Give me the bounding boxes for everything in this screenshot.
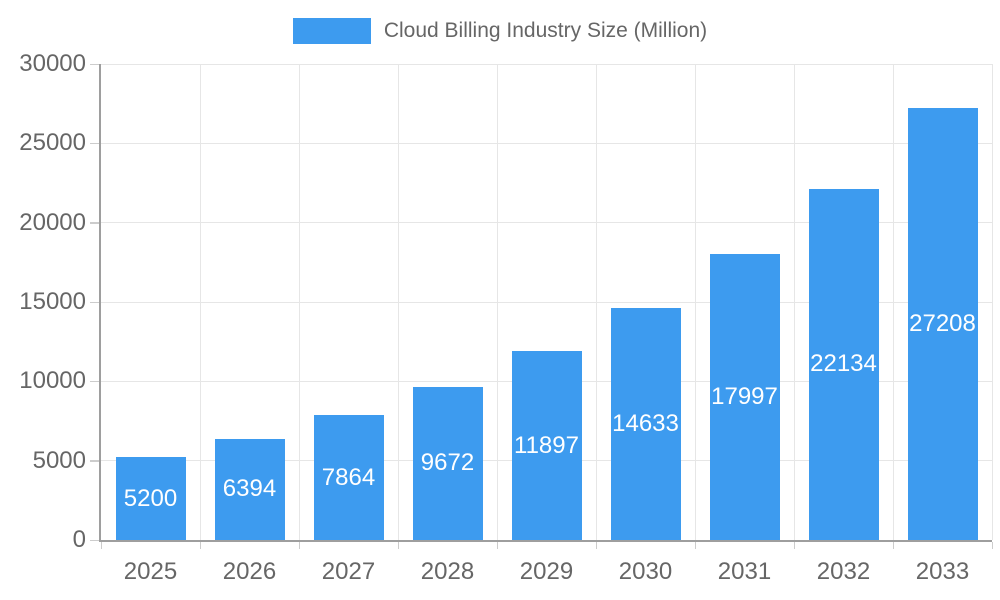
- x-tick-label: 2028: [420, 558, 475, 585]
- bar[interactable]: 9672: [412, 386, 483, 540]
- x-tick: [100, 542, 102, 549]
- y-tick: [90, 142, 99, 145]
- bar[interactable]: 17997: [709, 254, 780, 540]
- y-tick-label: 20000: [19, 208, 86, 236]
- y-gridline: [101, 142, 992, 144]
- y-axis-line: [99, 64, 101, 540]
- bar[interactable]: 6394: [214, 438, 285, 540]
- bar-value-label: 17997: [711, 383, 778, 411]
- x-tick-label: 2026: [222, 558, 277, 585]
- y-tick-label: 5000: [32, 446, 86, 474]
- y-tick-label: 15000: [19, 288, 86, 315]
- bar-value-label: 7864: [321, 463, 376, 491]
- x-tick: [892, 542, 894, 549]
- bar[interactable]: 11897: [511, 351, 582, 540]
- x-tick: [298, 542, 300, 549]
- x-tick: [991, 542, 993, 549]
- y-tick-label: 10000: [19, 367, 86, 395]
- x-gridline: [892, 64, 894, 540]
- x-tick: [496, 542, 498, 549]
- y-tick: [90, 460, 99, 462]
- bar-value-label: 6394: [222, 475, 277, 503]
- x-tick: [694, 542, 696, 549]
- y-tick: [90, 301, 99, 303]
- y-tick-label: 0: [72, 526, 86, 553]
- bar-value-label: 9672: [420, 449, 475, 477]
- x-gridline: [496, 64, 498, 540]
- bar[interactable]: 14633: [610, 307, 681, 540]
- x-axis-line: [99, 540, 992, 542]
- x-tick-label: 2031: [717, 558, 772, 585]
- y-gridline: [101, 301, 992, 303]
- x-tick: [793, 542, 795, 549]
- y-gridline: [101, 222, 992, 224]
- x-tick: [397, 542, 399, 549]
- chart-legend[interactable]: Cloud Billing Industry Size (Million): [0, 17, 1000, 45]
- bar-value-label: 22134: [810, 350, 877, 378]
- y-tick: [90, 222, 99, 224]
- bar[interactable]: 27208: [907, 108, 978, 540]
- y-tick: [90, 380, 99, 383]
- legend-swatch: [292, 18, 371, 44]
- x-gridline: [298, 64, 300, 540]
- x-tick: [199, 542, 201, 549]
- x-gridline: [991, 64, 993, 540]
- y-tick: [90, 63, 99, 65]
- x-tick-label: 2032: [816, 558, 871, 585]
- bar[interactable]: 22134: [808, 188, 879, 540]
- bar-value-label: 5200: [123, 484, 178, 512]
- y-tick: [90, 539, 99, 541]
- x-gridline: [397, 64, 399, 540]
- x-tick-label: 2033: [915, 558, 970, 585]
- x-gridline: [595, 64, 597, 540]
- x-gridline: [793, 64, 795, 540]
- bar-value-label: 27208: [909, 310, 976, 338]
- x-tick-label: 2025: [123, 558, 178, 585]
- x-gridline: [694, 64, 696, 540]
- legend-label: Cloud Billing Industry Size (Million): [383, 19, 708, 42]
- x-gridline: [199, 64, 201, 540]
- y-tick-label: 25000: [19, 129, 86, 157]
- x-tick-label: 2027: [321, 558, 376, 585]
- x-tick-label: 2029: [519, 558, 574, 585]
- x-tick-label: 2030: [618, 558, 673, 585]
- bar-value-label: 14633: [612, 409, 679, 437]
- bar[interactable]: 5200: [115, 457, 186, 540]
- bar[interactable]: 7864: [313, 415, 384, 540]
- bar-value-label: 11897: [514, 431, 579, 459]
- x-tick: [595, 542, 597, 549]
- y-gridline: [101, 63, 992, 65]
- y-tick-label: 30000: [19, 50, 86, 77]
